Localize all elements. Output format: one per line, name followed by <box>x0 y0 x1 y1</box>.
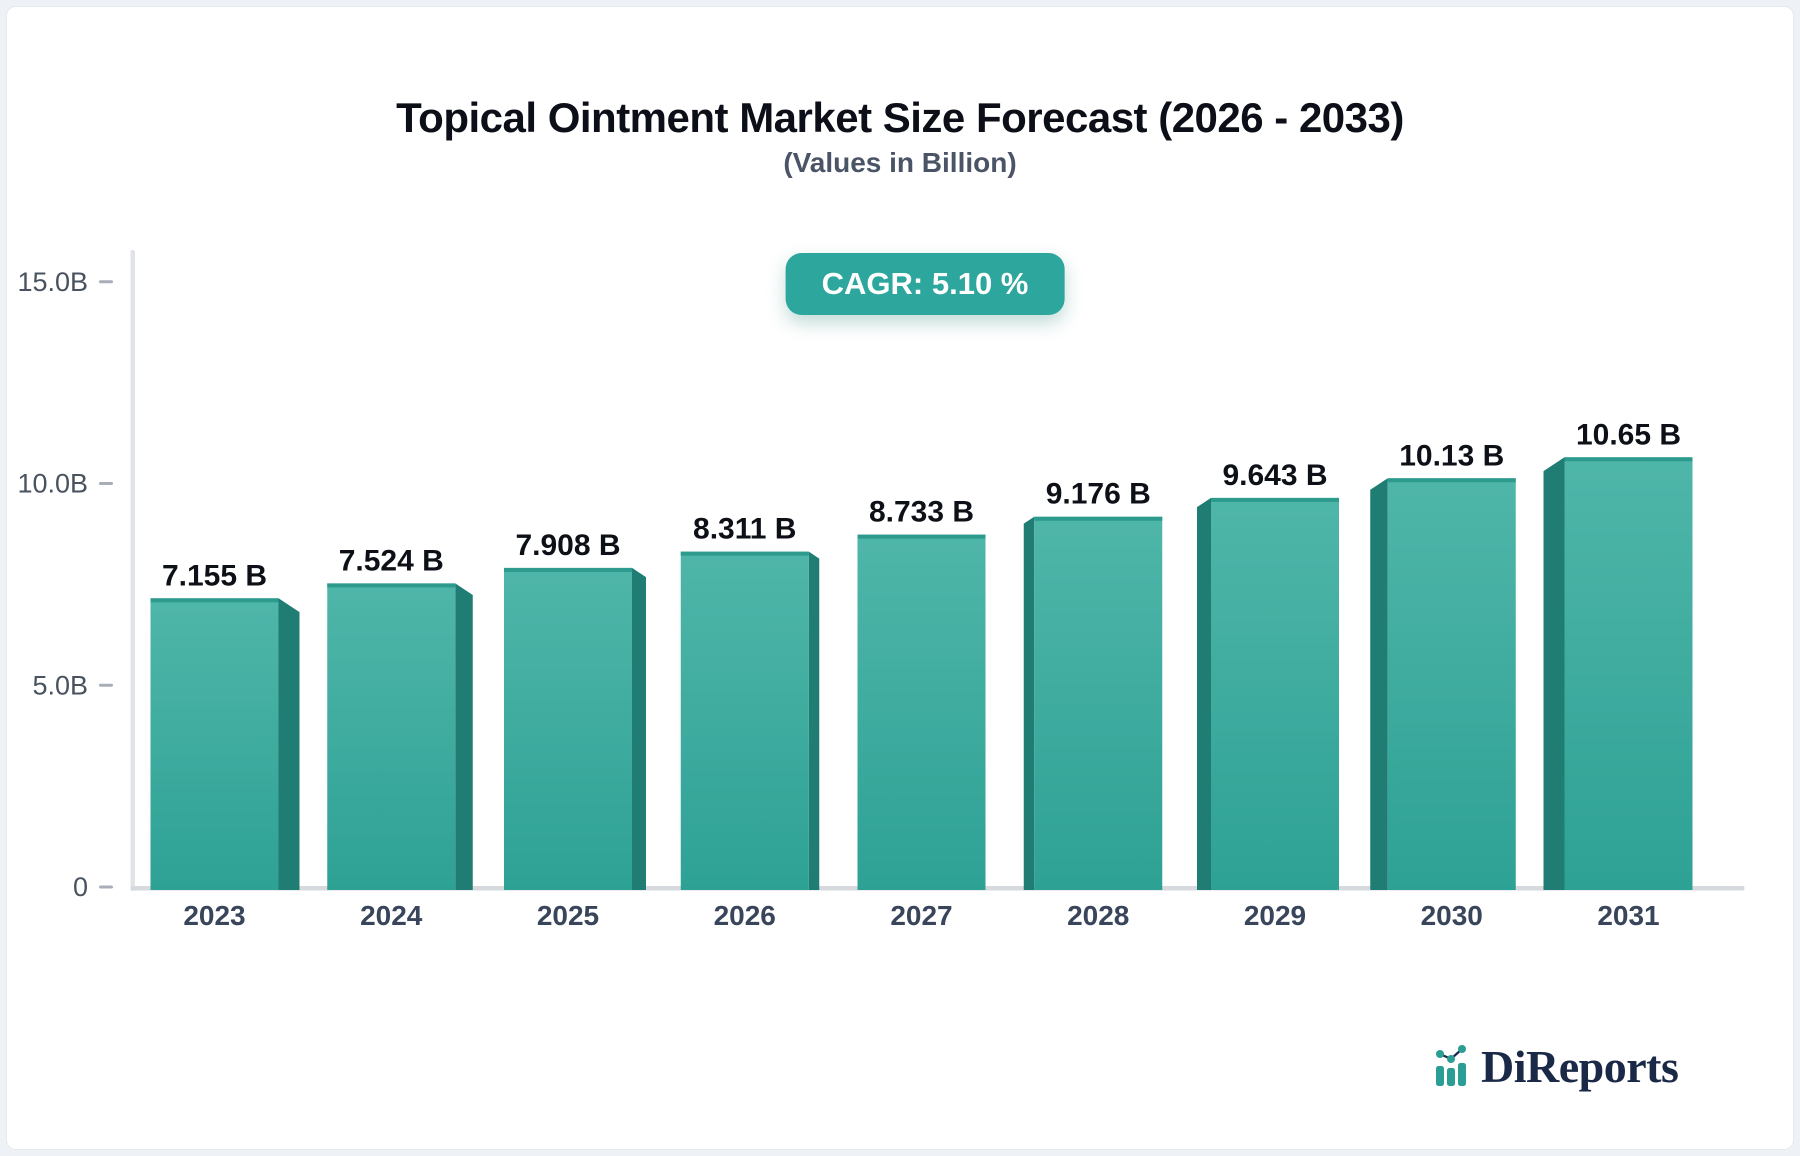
bar-face <box>1564 457 1693 890</box>
bar-group-2027: 8.733 B 2027 <box>857 496 986 931</box>
bar-group-2028: 9.176 B 2028 <box>1023 478 1163 931</box>
bar-top-rim <box>1034 516 1163 521</box>
bar-value-label: 8.311 B <box>693 513 796 546</box>
x-axis-label: 2024 <box>360 900 423 931</box>
x-axis-label: 2028 <box>1067 900 1129 931</box>
x-axis-label: 2029 <box>1244 900 1306 931</box>
bar-side-face <box>1370 478 1388 890</box>
bar-value-label: 7.524 B <box>339 544 444 577</box>
bar-value-label: 9.643 B <box>1222 459 1327 492</box>
bar-face <box>857 534 986 890</box>
bar-group-2029: 9.643 B 2029 <box>1197 459 1339 931</box>
y-axis-tick-mark <box>99 683 113 687</box>
bar-group-2025: 7.908 B 2025 <box>504 529 646 931</box>
x-axis-label: 2030 <box>1421 900 1483 931</box>
bar-face <box>327 583 456 890</box>
bar-top-rim <box>680 551 809 556</box>
x-axis-label: 2023 <box>183 900 245 931</box>
y-axis-tick-label: 15.0B <box>17 267 88 297</box>
brand-name: DiReports <box>1481 1040 1679 1092</box>
bar-top-rim <box>327 583 456 588</box>
y-axis-tick-label: 10.0B <box>17 469 88 499</box>
page-subtitle: (Values in Billion) <box>783 147 1017 178</box>
x-axis-label: 2027 <box>890 900 952 931</box>
bar-side-face <box>455 583 473 890</box>
bar-side-face <box>1023 516 1035 890</box>
brand-logo: DiReports <box>1430 1036 1679 1092</box>
y-axis-line <box>130 250 135 891</box>
bar-face <box>150 598 279 890</box>
bar-top-rim <box>1564 457 1693 462</box>
bar-value-label: 7.908 B <box>515 529 620 562</box>
x-axis-label: 2031 <box>1597 900 1659 931</box>
bar-top-rim <box>857 534 986 539</box>
bar-top-rim <box>1211 497 1339 502</box>
bar-face <box>1387 478 1516 890</box>
x-axis-label: 2026 <box>714 900 776 931</box>
bar-face <box>1034 516 1163 890</box>
y-axis-tick-mark <box>99 280 113 284</box>
page-title: Topical Ointment Market Size Forecast (2… <box>396 94 1404 141</box>
bar-value-label: 10.13 B <box>1399 439 1504 472</box>
bar-group-2024: 7.524 B 2024 <box>327 544 473 931</box>
bar-group-2030: 10.13 B 2030 <box>1370 439 1516 931</box>
bar-value-label: 10.65 B <box>1576 418 1681 451</box>
bar-face <box>504 567 632 890</box>
bar-side-face <box>632 567 646 890</box>
y-axis-tick-mark <box>99 885 113 889</box>
bar-group-2023: 7.155 B 2023 <box>150 559 300 931</box>
bar-value-label: 7.155 B <box>162 559 267 592</box>
bar-side-face <box>1197 497 1211 890</box>
mini-bar-chart-icon <box>1436 1045 1466 1086</box>
bar-side-face <box>808 551 820 890</box>
x-axis-label: 2025 <box>537 900 599 931</box>
bar-group-2026: 8.311 B 2026 <box>680 513 820 931</box>
y-axis-tick-label: 0 <box>73 872 88 902</box>
bar-top-rim <box>1387 478 1516 483</box>
y-axis-tick-mark <box>99 482 113 485</box>
bar-top-rim <box>504 567 632 572</box>
bar-face <box>680 551 809 890</box>
y-axis-tick-label: 5.0B <box>32 670 88 700</box>
bar-value-label: 9.176 B <box>1046 478 1151 511</box>
bar-side-face <box>278 598 300 890</box>
bar-side-face <box>1543 457 1565 890</box>
bar-value-label: 8.733 B <box>869 496 974 529</box>
bar-face <box>1211 497 1339 890</box>
cagr-badge: CAGR: 5.10 % <box>785 253 1065 315</box>
bar-top-rim <box>150 598 279 603</box>
bar-group-2031: 10.65 B 2031 <box>1543 418 1693 931</box>
